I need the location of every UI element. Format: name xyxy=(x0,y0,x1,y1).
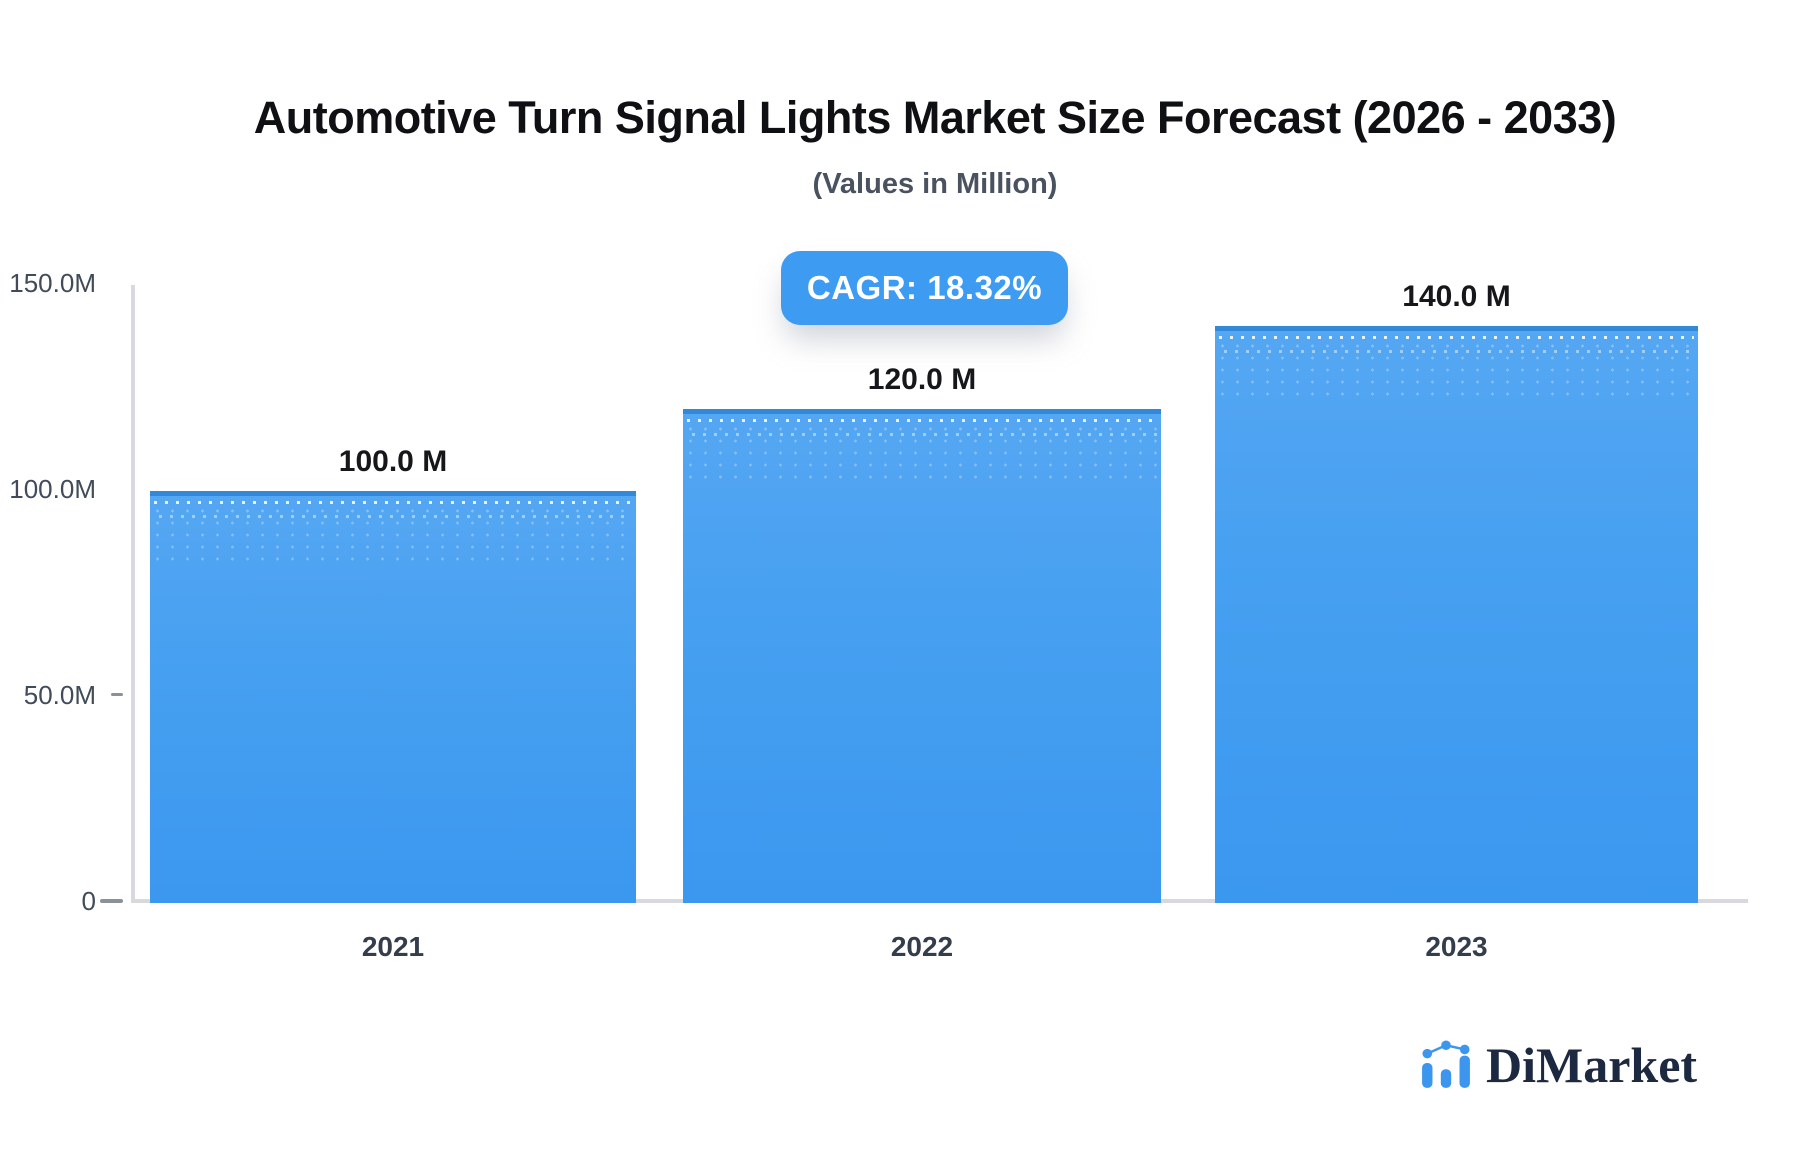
dimarket-logo-icon xyxy=(1422,1040,1470,1088)
chart-subtitle: (Values in Million) xyxy=(812,168,1058,200)
y-tick-dash xyxy=(100,899,123,903)
y-tick-dash xyxy=(111,693,123,696)
bar-value-label: 140.0 M xyxy=(1402,280,1511,313)
y-tick-label: 100.0M xyxy=(9,474,96,504)
bar-value-label: 100.0 M xyxy=(338,445,448,478)
bar-texture xyxy=(687,419,1157,443)
x-tick-label: 2023 xyxy=(1425,931,1488,962)
bar-2023: 140.0 M xyxy=(1215,280,1698,903)
bar-texture xyxy=(1215,340,1698,400)
bar-texture xyxy=(1219,336,1694,360)
bar-texture xyxy=(150,505,636,565)
bar-group-2022: 120.0 M 2022 xyxy=(683,0,1161,962)
y-tick-label: 50.0M xyxy=(23,680,96,710)
dimarket-logo-text: DiMarket xyxy=(1486,1037,1698,1093)
bar-group-2023: 140.0 M 2023 xyxy=(1215,0,1698,962)
x-tick-label: 2021 xyxy=(361,931,425,962)
bar-group-2021: 100.0 M 2021 xyxy=(150,0,636,962)
x-tick-label: 2022 xyxy=(890,931,954,962)
bar-value-label: 120.0 M xyxy=(867,363,977,396)
bar-2022: 120.0 M xyxy=(683,363,1161,903)
y-tick-label: 150.0M xyxy=(9,268,96,298)
chart-title: Automotive Turn Signal Lights Market Siz… xyxy=(253,92,1617,143)
bar-texture xyxy=(683,423,1161,483)
dimarket-logo: DiMarket xyxy=(1420,1038,1697,1090)
cagr-badge-label: CAGR: 18.32% xyxy=(806,269,1043,306)
y-tick-label: 0 xyxy=(81,886,96,916)
y-axis-line xyxy=(131,285,135,901)
cagr-badge: CAGR: 18.32% xyxy=(781,251,1068,325)
bar-2021: 100.0 M xyxy=(150,445,636,903)
bar-texture xyxy=(154,501,632,525)
